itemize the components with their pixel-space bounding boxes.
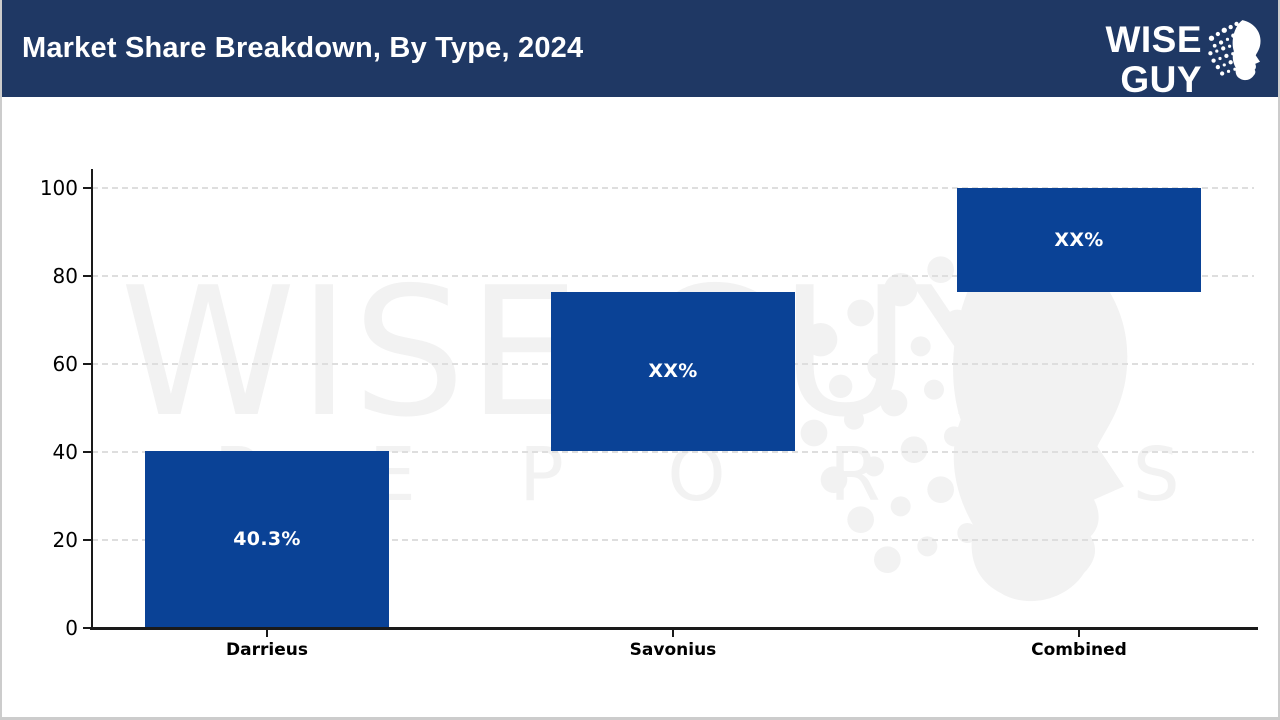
y-axis-tick: [83, 275, 92, 277]
y-axis-tick-label: 60: [52, 352, 78, 376]
brand-logo-text: WISE GUY R E P O R T S: [1028, 19, 1202, 133]
y-axis-tick: [83, 363, 92, 365]
brand-logo: WISE GUY R E P O R T S: [1028, 6, 1268, 132]
x-axis-line: [90, 627, 1258, 630]
gridline-y-40: [92, 451, 1254, 453]
y-axis-tick: [83, 627, 92, 629]
bar-value-label: 40.3%: [233, 528, 301, 551]
y-axis-tick: [83, 187, 92, 189]
y-axis-tick-label: 80: [52, 264, 78, 288]
gridline-y-20: [92, 539, 1254, 541]
x-axis-tick: [266, 630, 268, 637]
y-axis-tick-label: 40: [52, 440, 78, 464]
brand-subtitle: R E P O R T S: [1045, 102, 1200, 132]
x-axis-label-savonius: Savonius: [629, 640, 717, 660]
y-axis-tick: [83, 539, 92, 541]
bar-darrieus: 40.3%: [145, 450, 389, 628]
bar-savonius: XX%: [551, 291, 795, 451]
y-axis-tick-label: 100: [39, 176, 78, 200]
y-axis-tick: [83, 451, 92, 453]
gridline-y-80: [92, 275, 1254, 277]
y-axis-tick-label: 0: [65, 616, 78, 640]
chart-title: Market Share Breakdown, By Type, 2024: [22, 32, 584, 64]
brand-face-icon: [1208, 20, 1261, 81]
brand-name: WISE GUY: [1105, 19, 1202, 100]
gridline-y-100: [92, 187, 1254, 189]
y-axis-line: [91, 169, 93, 630]
y-axis-tick-label: 20: [52, 528, 78, 552]
x-axis-label-combined: Combined: [1031, 640, 1127, 660]
x-axis-tick: [672, 630, 674, 637]
bar-value-label: XX%: [1054, 228, 1104, 251]
x-axis-tick: [1078, 630, 1080, 637]
x-axis-label-darrieus: Darrieus: [226, 640, 308, 660]
header-bar: Market Share Breakdown, By Type, 2024 WI…: [2, 0, 1278, 132]
bar-combined: XX%: [957, 188, 1201, 292]
bar-value-label: XX%: [648, 360, 698, 383]
